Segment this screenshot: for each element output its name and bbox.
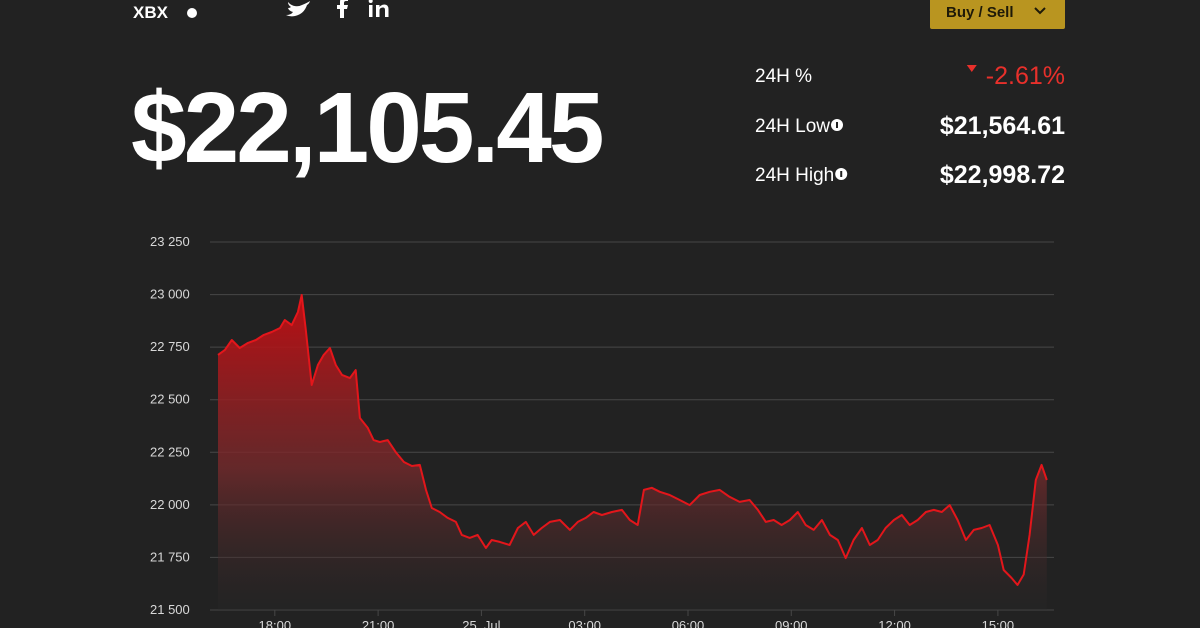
x-tick-label: 12:00 bbox=[878, 618, 911, 628]
y-tick-label: 23 250 bbox=[150, 234, 190, 249]
chevron bbox=[1034, 7, 1046, 15]
y-tick-label: 21 500 bbox=[150, 602, 190, 617]
stat-value: -2.61% bbox=[986, 62, 1065, 90]
x-tick-label: 21:00 bbox=[362, 618, 395, 628]
ticker-icon bbox=[187, 8, 197, 18]
info-icon-i bbox=[836, 122, 838, 128]
stats: 24H % -2.61% 24H Low $21,564.61 24H High $22,… bbox=[755, 62, 1065, 189]
stat-label: 24H % bbox=[755, 66, 812, 87]
button-bg bbox=[930, 0, 1065, 29]
x-tick-label: 15:00 bbox=[982, 618, 1015, 628]
facebook-icon[interactable] bbox=[337, 0, 348, 18]
y-tick-label: 22 000 bbox=[150, 497, 190, 512]
stat-value: $22,998.72 bbox=[940, 161, 1065, 189]
stat-label: 24H Low bbox=[755, 116, 830, 137]
x-tick-label: 06:00 bbox=[672, 618, 705, 628]
price: $22,105.45 bbox=[131, 72, 602, 184]
y-tick-label: 21 750 bbox=[150, 549, 190, 564]
linkedin-bar bbox=[369, 5, 373, 17]
y-tick-label: 22 250 bbox=[150, 444, 190, 459]
down-arrow bbox=[966, 65, 977, 72]
linkedin-dot bbox=[368, 0, 373, 3]
linkedin-icon[interactable] bbox=[368, 0, 389, 17]
x-tick-label: 09:00 bbox=[775, 618, 808, 628]
linkedin-n bbox=[376, 4, 389, 17]
y-tick-label: 22 500 bbox=[150, 392, 190, 407]
button-label[interactable]: Buy / Sell bbox=[946, 4, 1014, 21]
y-tick-label: 23 000 bbox=[150, 287, 190, 302]
y-tick-label: 22 750 bbox=[150, 339, 190, 354]
stat-value: $21,564.61 bbox=[940, 112, 1065, 140]
price-line bbox=[217, 294, 1048, 586]
price-area bbox=[218, 295, 1047, 610]
x-tick-label: 03:00 bbox=[568, 618, 601, 628]
buy-sell-button[interactable]: Buy / Sell bbox=[930, 0, 1065, 29]
info-icon-i bbox=[840, 171, 843, 177]
ticker: XBX bbox=[133, 3, 169, 22]
x-tick-label: 25. Jul bbox=[462, 618, 500, 628]
stat-label: 24H High bbox=[755, 165, 834, 186]
twitter-icon[interactable] bbox=[286, 1, 310, 17]
chart: 21 500 21 750 22 000 22 250 22 500 22 750 23 0… bbox=[150, 234, 1054, 628]
x-tick-label: 18:00 bbox=[259, 618, 292, 628]
